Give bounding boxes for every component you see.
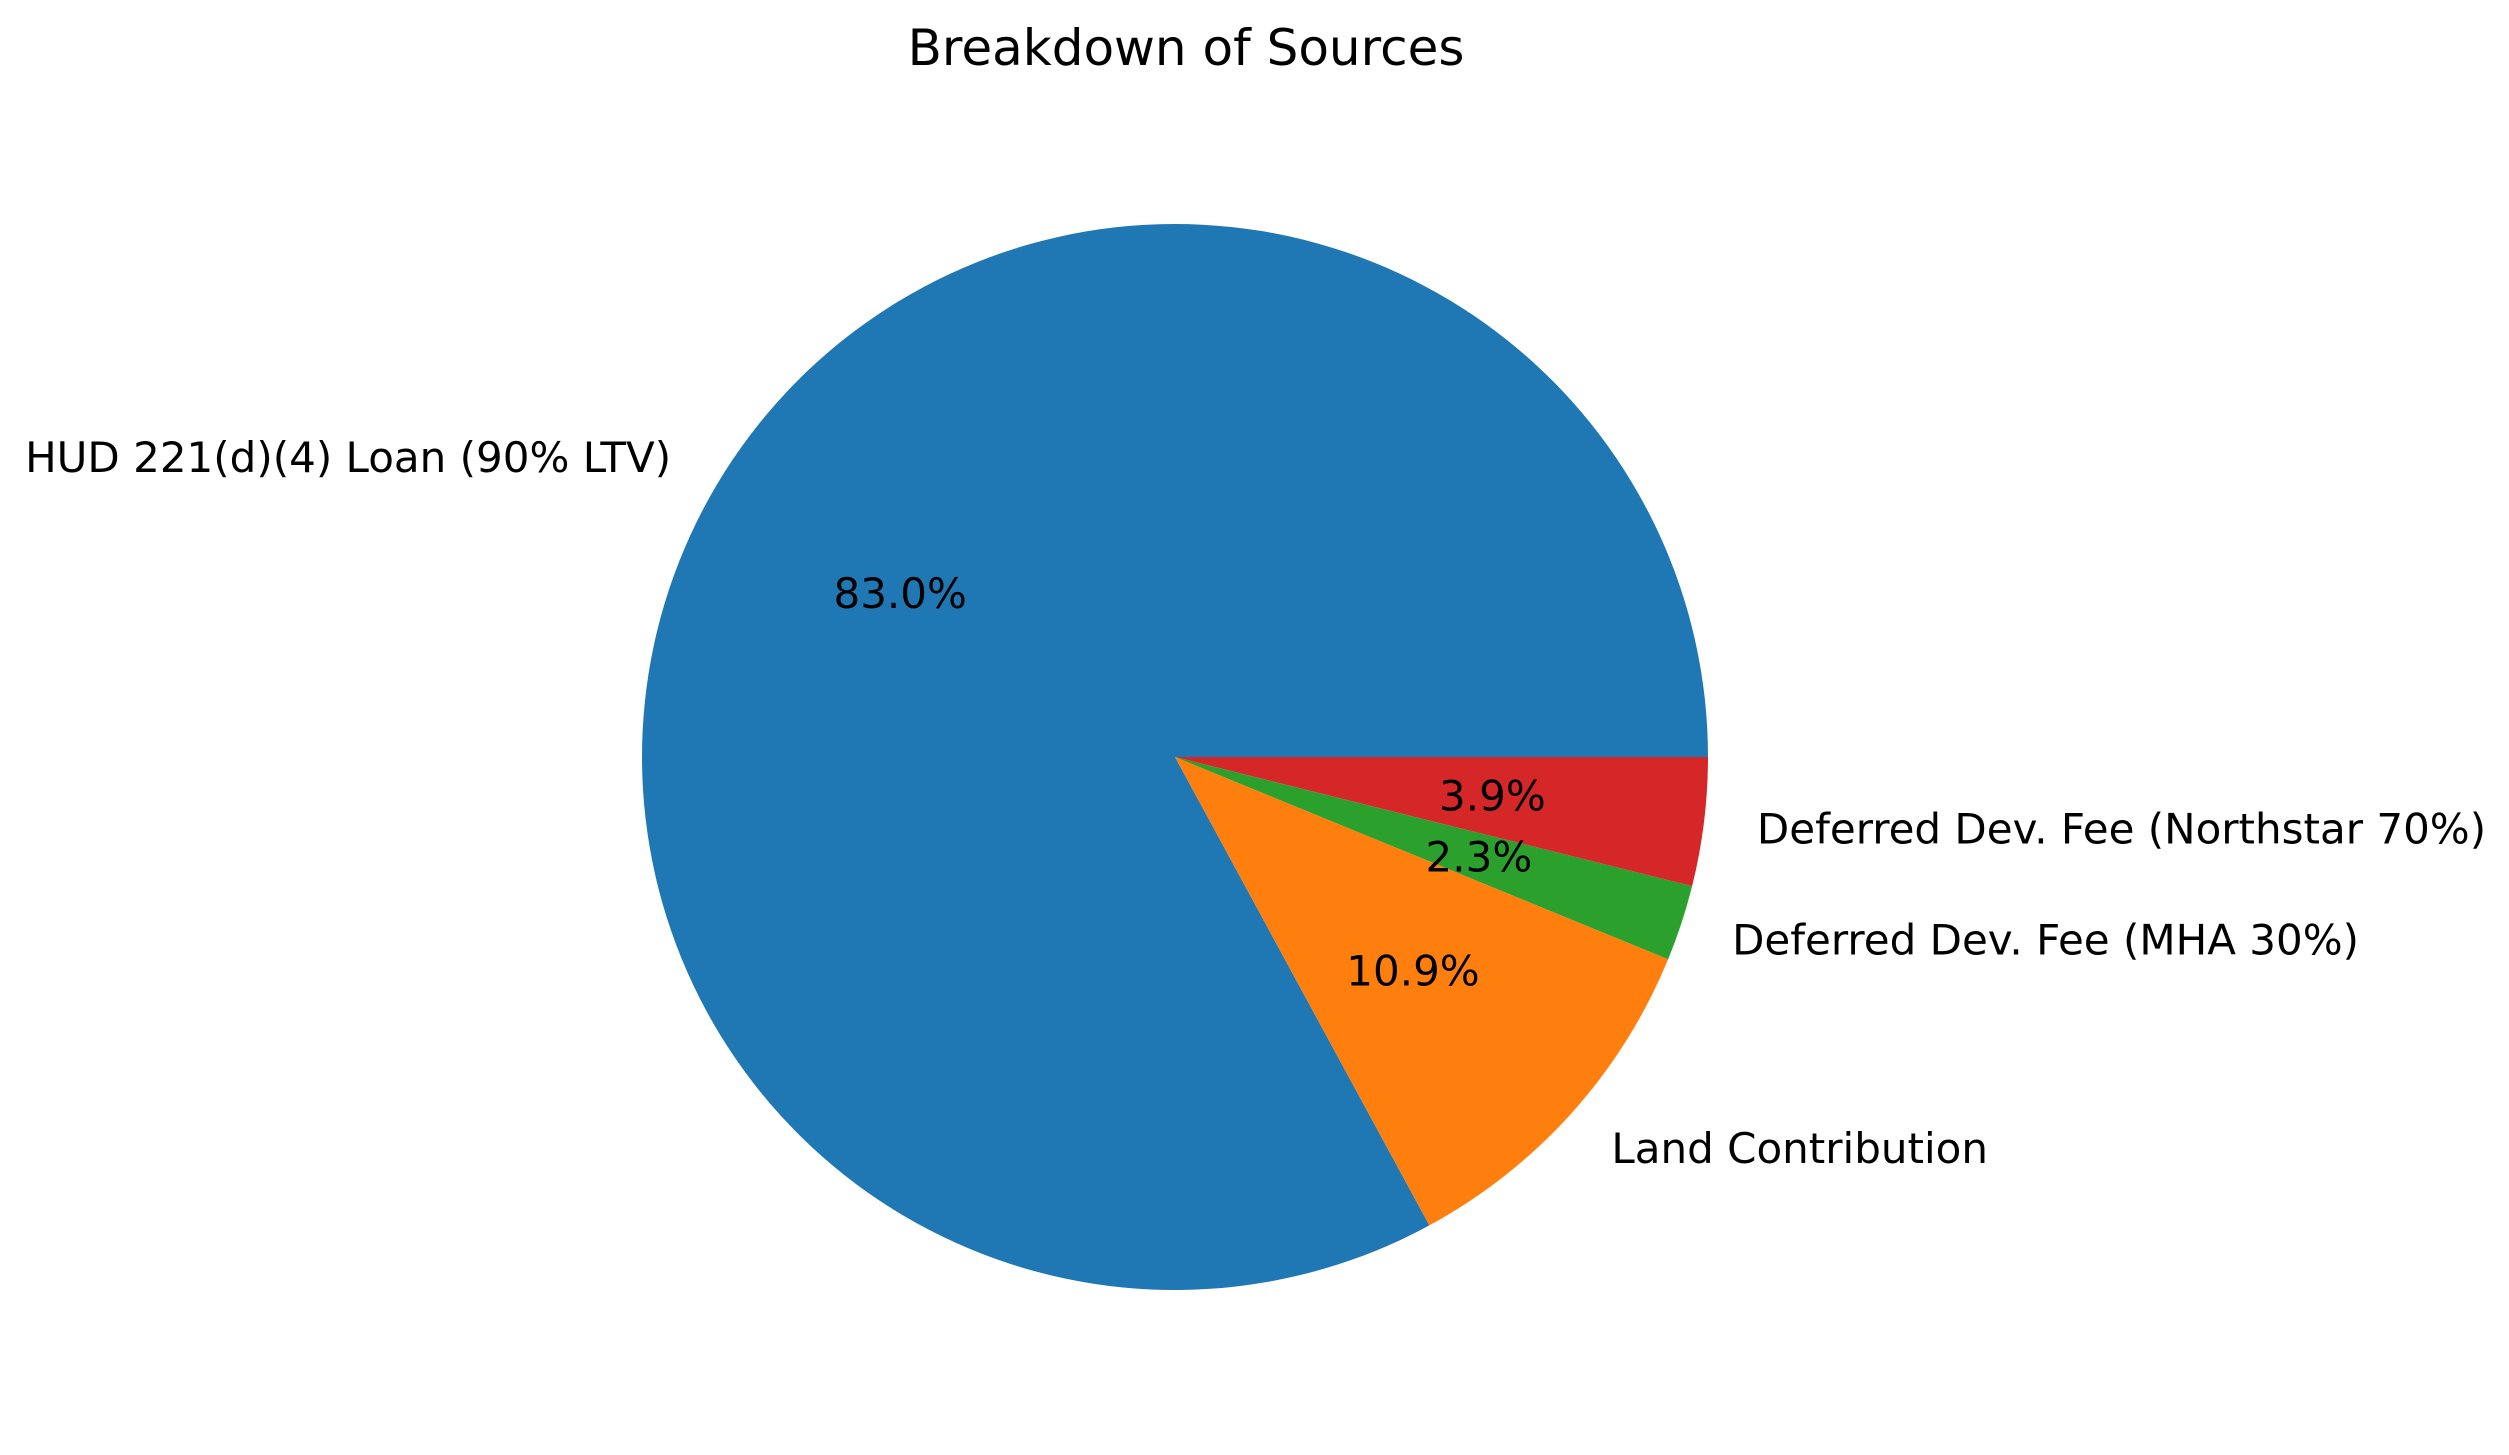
pie-slices-layer [641,223,1709,1290]
pie-slice-1 [1175,757,1669,1226]
chart-title: Breakdown of Sources [908,19,1465,77]
slice-label-2: Deferred Dev. Fee (MHA 30%) [1732,916,2359,965]
pie-slice-2 [1175,757,1693,960]
pct-label-3: 3.9% [1439,772,1546,821]
pie-labels-layer: 83.0% HUD 221(d)(4) Loan (90% LTV) 10.9% La… [25,433,2486,1173]
slice-label-1: Land Contribution [1611,1124,1988,1173]
pie-slice-3 [1175,757,1708,887]
pct-label-2: 2.3% [1426,832,1533,881]
pie-slice-0 [641,223,1709,1290]
slice-label-3: Deferred Dev. Fee (Northstar 70%) [1757,804,2486,853]
pct-label-1: 10.9% [1346,946,1479,995]
pct-label-0: 83.0% [833,569,966,618]
slice-label-0: HUD 221(d)(4) Loan (90% LTV) [25,433,671,482]
